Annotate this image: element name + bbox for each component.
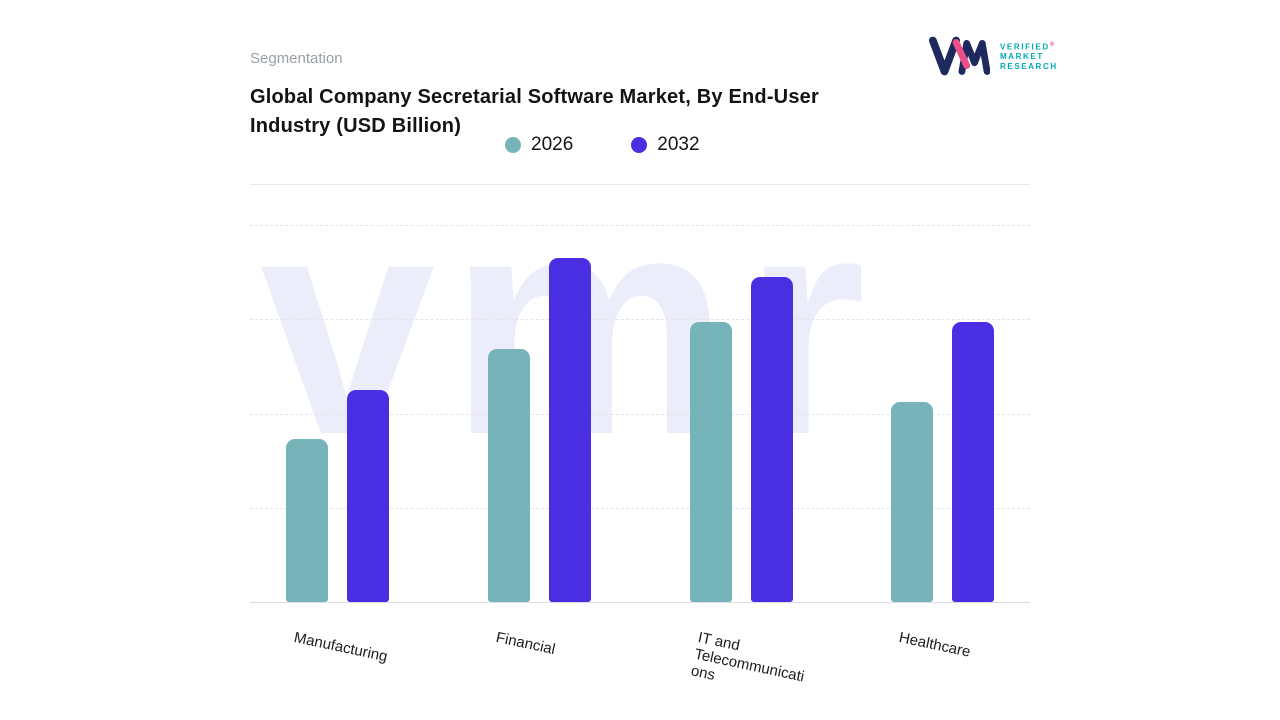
- logo-line-verified: VERIFIED®: [1000, 41, 1055, 52]
- bar-group-financial: [488, 225, 591, 602]
- bars-container: [250, 225, 1030, 603]
- bar-group-it-and-telecommunications: [690, 225, 793, 602]
- gridline: [250, 508, 1030, 509]
- gridline: [250, 319, 1030, 320]
- gridline: [250, 225, 1030, 226]
- bar-group-healthcare: [891, 225, 994, 602]
- x-axis-label-manufacturing: Manufacturing: [292, 629, 389, 666]
- bar-2026-manufacturing: [286, 439, 328, 602]
- segmentation-label: Segmentation: [250, 50, 343, 67]
- logo-line-market: MARKET: [1000, 52, 1044, 62]
- legend-item-2032: 2032: [631, 134, 700, 156]
- legend-label-2026: 2026: [531, 134, 574, 155]
- legend-dot-2032: [631, 137, 648, 153]
- logo-line-research: RESEARCH: [1000, 62, 1058, 72]
- vmr-logo-text: VERIFIED® MARKET RESEARCH: [1000, 41, 1058, 72]
- bar-2032-healthcare: [952, 322, 994, 602]
- vmr-logo-mark: [928, 36, 990, 76]
- bar-2032-it-and-telecommunications: [751, 277, 793, 602]
- x-axis-label-financial: Financial: [494, 629, 557, 659]
- legend-item-2026: 2026: [505, 134, 573, 156]
- bar-2026-it-and-telecommunications: [690, 322, 732, 602]
- bar-2026-financial: [488, 349, 530, 602]
- x-axis-line: [250, 602, 1030, 603]
- legend-label-2032: 2032: [657, 134, 700, 155]
- legend-dot-2026: [505, 137, 521, 153]
- chart-title: Global Company Secretarial Software Mark…: [250, 86, 819, 137]
- vmr-logo: VERIFIED® MARKET RESEARCH: [928, 36, 1058, 76]
- x-axis-label-it-and-telecommunications: IT and Telecommunications: [689, 629, 806, 686]
- header-divider: [250, 184, 1030, 185]
- registered-mark: ®: [1049, 41, 1055, 48]
- bar-2032-manufacturing: [347, 390, 389, 602]
- bar-group-manufacturing: [286, 225, 389, 602]
- x-axis-label-healthcare: Healthcare: [897, 629, 972, 661]
- bar-2026-healthcare: [891, 402, 933, 602]
- x-axis-labels: Manufacturing Financial IT and Telecommuni…: [250, 603, 1030, 713]
- legend: 2026 2032: [505, 134, 700, 156]
- gridline: [250, 414, 1030, 415]
- bar-2032-financial: [549, 258, 591, 602]
- plot-area: vmr: [250, 225, 1030, 603]
